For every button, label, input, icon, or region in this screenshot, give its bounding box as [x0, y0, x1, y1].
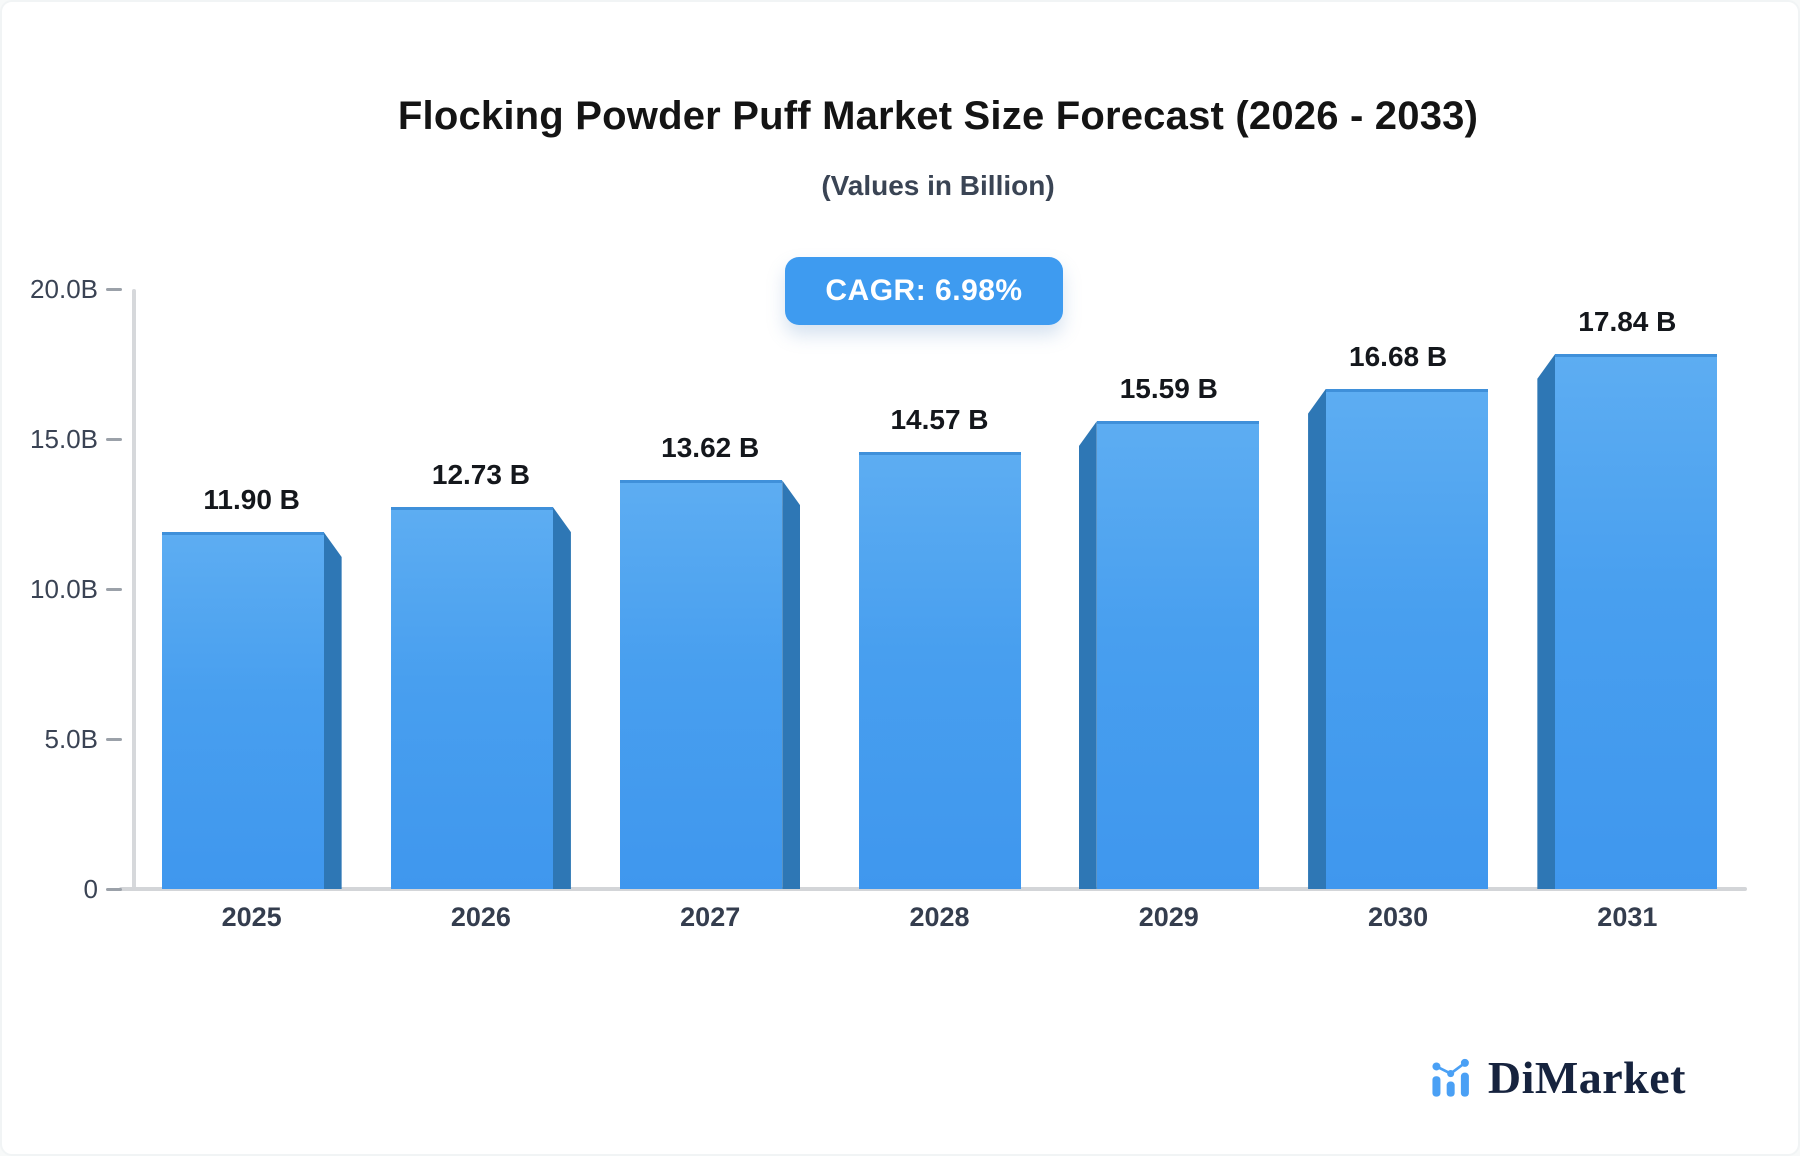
y-tick-label: 0	[83, 874, 98, 904]
bar-3d-side	[782, 480, 801, 889]
y-tick-dash	[106, 288, 122, 291]
cagr-badge: CAGR: 6.98%	[785, 257, 1063, 325]
bar-2026	[390, 507, 571, 889]
bar-face	[1096, 421, 1259, 889]
bar-face	[1555, 353, 1718, 889]
bar-2031	[1537, 353, 1718, 889]
bar-2025	[161, 532, 342, 889]
bar-face	[161, 532, 324, 889]
bar-value-label: 13.62 B	[661, 432, 760, 464]
bar-2028	[858, 451, 1021, 889]
x-tick-label: 2025	[221, 902, 282, 932]
chart-title: Flocking Powder Puff Market Size Forecas…	[397, 94, 1479, 138]
y-tick-dash	[106, 738, 122, 741]
bar-value-label: 14.57 B	[890, 403, 989, 435]
bar-value-label: 11.90 B	[203, 484, 300, 515]
bar-value-label: 16.68 B	[1349, 340, 1448, 372]
y-axis-line	[132, 289, 136, 890]
y-tick-label: 15.0B	[30, 424, 98, 454]
y-tick-dash	[106, 888, 122, 891]
x-axis-baseline	[119, 887, 1747, 891]
bar-face	[620, 480, 783, 889]
bar-value-label: 12.73 B	[431, 459, 530, 491]
x-tick-label: 2030	[1368, 902, 1429, 932]
chart-subtitle: (Values in Billion)	[821, 170, 1055, 201]
bar-value-label: 17.84 B	[1578, 305, 1677, 337]
dimarket-logo: DiMarket	[1428, 1051, 1686, 1104]
x-tick-label: 2028	[909, 902, 970, 932]
y-tick-dash	[106, 438, 122, 441]
bar-3d-side	[552, 507, 571, 889]
x-tick-label: 2029	[1138, 902, 1199, 932]
logo-text: DiMarket	[1487, 1052, 1686, 1103]
bar-chart-logo-icon	[1432, 1058, 1469, 1097]
bar-value-label: 15.59 B	[1119, 373, 1218, 405]
bar-face	[858, 451, 1021, 889]
bar-2027	[620, 480, 801, 889]
y-tick-label: 5.0B	[44, 724, 99, 754]
bar-3d-side	[1537, 353, 1556, 889]
bar-face	[1326, 388, 1489, 889]
bar-2029	[1078, 421, 1259, 889]
bar-3d-side	[1078, 421, 1097, 889]
bar-2030	[1308, 388, 1489, 889]
x-tick-label: 2026	[450, 902, 511, 932]
bar-3d-side	[323, 532, 342, 889]
bar-face	[390, 507, 553, 889]
y-tick-label: 10.0B	[30, 574, 98, 604]
y-tick-label: 20.0B	[30, 274, 98, 304]
bar-3d-side	[1308, 388, 1327, 889]
y-tick-dash	[106, 588, 122, 591]
x-tick-label: 2031	[1597, 902, 1658, 932]
x-tick-label: 2027	[680, 902, 741, 932]
